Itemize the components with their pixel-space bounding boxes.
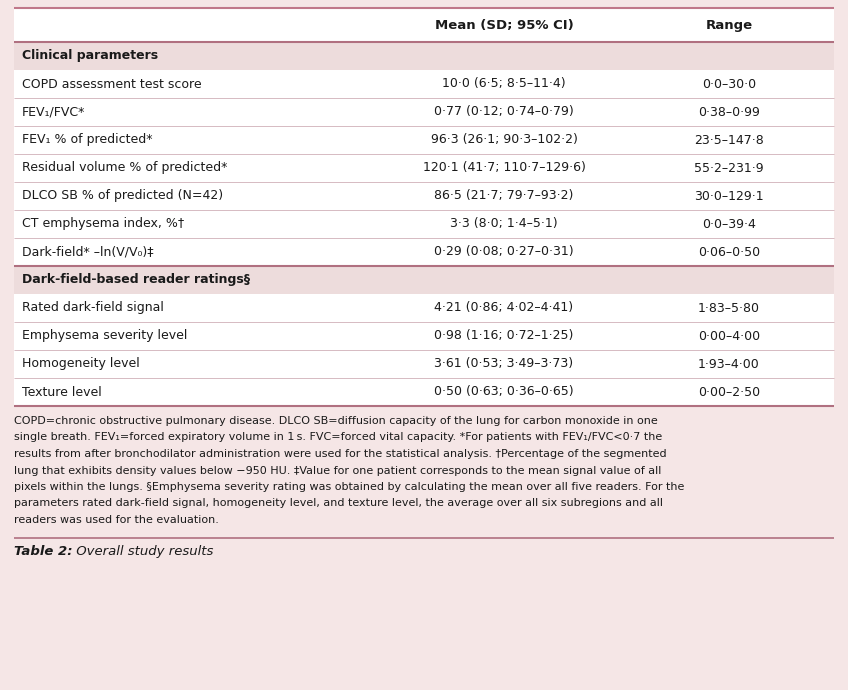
Text: Emphysema severity level: Emphysema severity level xyxy=(22,330,187,342)
Text: 0·29 (0·08; 0·27–0·31): 0·29 (0·08; 0·27–0·31) xyxy=(434,246,574,259)
Text: 0·77 (0·12; 0·74–0·79): 0·77 (0·12; 0·74–0·79) xyxy=(434,106,574,119)
Text: 1·83–5·80: 1·83–5·80 xyxy=(698,302,760,315)
Text: results from after bronchodilator administration were used for the statistical a: results from after bronchodilator admini… xyxy=(14,449,667,459)
Text: 0·06–0·50: 0·06–0·50 xyxy=(698,246,760,259)
Text: Dark-field* –ln(V/V₀)‡: Dark-field* –ln(V/V₀)‡ xyxy=(22,246,153,259)
Bar xyxy=(14,126,834,154)
Text: DLCO SB % of predicted (N=42): DLCO SB % of predicted (N=42) xyxy=(22,190,223,202)
Text: COPD assessment test score: COPD assessment test score xyxy=(22,77,202,90)
Bar xyxy=(14,350,834,378)
Text: 3·3 (8·0; 1·4–5·1): 3·3 (8·0; 1·4–5·1) xyxy=(450,217,558,230)
Bar xyxy=(14,182,834,210)
Bar xyxy=(14,210,834,238)
Bar xyxy=(14,294,834,322)
Text: FEV₁ % of predicted*: FEV₁ % of predicted* xyxy=(22,133,153,146)
Text: Overall study results: Overall study results xyxy=(72,545,214,558)
Text: 96·3 (26·1; 90·3–102·2): 96·3 (26·1; 90·3–102·2) xyxy=(431,133,577,146)
Text: 0·00–2·50: 0·00–2·50 xyxy=(698,386,760,399)
Text: Table 2:: Table 2: xyxy=(14,545,72,558)
Text: parameters rated dark-field signal, homogeneity level, and texture level, the av: parameters rated dark-field signal, homo… xyxy=(14,498,663,509)
Text: 0·00–4·00: 0·00–4·00 xyxy=(698,330,760,342)
Text: 0·0–39·4: 0·0–39·4 xyxy=(702,217,756,230)
Text: readers was used for the evaluation.: readers was used for the evaluation. xyxy=(14,515,219,525)
Bar xyxy=(14,154,834,182)
Bar xyxy=(14,238,834,266)
Text: CT emphysema index, %†: CT emphysema index, %† xyxy=(22,217,184,230)
Text: FEV₁/FVC*: FEV₁/FVC* xyxy=(22,106,86,119)
Text: Mean (SD; 95% CI): Mean (SD; 95% CI) xyxy=(435,19,573,32)
Bar xyxy=(14,8,834,42)
Text: pixels within the lungs. §Emphysema severity rating was obtained by calculating : pixels within the lungs. §Emphysema seve… xyxy=(14,482,684,492)
Text: Range: Range xyxy=(706,19,752,32)
Text: 0·98 (1·16; 0·72–1·25): 0·98 (1·16; 0·72–1·25) xyxy=(434,330,574,342)
Text: 23·5–147·8: 23·5–147·8 xyxy=(695,133,764,146)
Bar xyxy=(14,322,834,350)
Text: lung that exhibits density values below −950 HU. ‡Value for one patient correspo: lung that exhibits density values below … xyxy=(14,466,661,475)
Text: Rated dark-field signal: Rated dark-field signal xyxy=(22,302,164,315)
Text: 4·21 (0·86; 4·02–4·41): 4·21 (0·86; 4·02–4·41) xyxy=(434,302,573,315)
Bar xyxy=(14,70,834,98)
Bar xyxy=(14,98,834,126)
Text: COPD=chronic obstructive pulmonary disease. DLCO SB=diffusion capacity of the lu: COPD=chronic obstructive pulmonary disea… xyxy=(14,416,658,426)
Text: Texture level: Texture level xyxy=(22,386,102,399)
Text: 0·0–30·0: 0·0–30·0 xyxy=(702,77,756,90)
Text: 10·0 (6·5; 8·5–11·4): 10·0 (6·5; 8·5–11·4) xyxy=(442,77,566,90)
Bar xyxy=(14,42,834,70)
Text: 0·50 (0·63; 0·36–0·65): 0·50 (0·63; 0·36–0·65) xyxy=(434,386,574,399)
Text: 1·93–4·00: 1·93–4·00 xyxy=(698,357,760,371)
Text: 0·38–0·99: 0·38–0·99 xyxy=(698,106,760,119)
Text: 30·0–129·1: 30·0–129·1 xyxy=(695,190,764,202)
Text: 55·2–231·9: 55·2–231·9 xyxy=(695,161,764,175)
Text: 120·1 (41·7; 110·7–129·6): 120·1 (41·7; 110·7–129·6) xyxy=(422,161,585,175)
Text: 86·5 (21·7; 79·7–93·2): 86·5 (21·7; 79·7–93·2) xyxy=(434,190,574,202)
Text: Homogeneity level: Homogeneity level xyxy=(22,357,140,371)
Bar xyxy=(14,378,834,406)
Text: Residual volume % of predicted*: Residual volume % of predicted* xyxy=(22,161,227,175)
Text: Clinical parameters: Clinical parameters xyxy=(22,50,158,63)
Text: Dark-field-based reader ratings§: Dark-field-based reader ratings§ xyxy=(22,273,250,286)
Bar xyxy=(14,266,834,294)
Text: single breath. FEV₁=forced expiratory volume in 1 s. FVC=forced vital capacity. : single breath. FEV₁=forced expiratory vo… xyxy=(14,433,662,442)
Text: 3·61 (0·53; 3·49–3·73): 3·61 (0·53; 3·49–3·73) xyxy=(434,357,573,371)
